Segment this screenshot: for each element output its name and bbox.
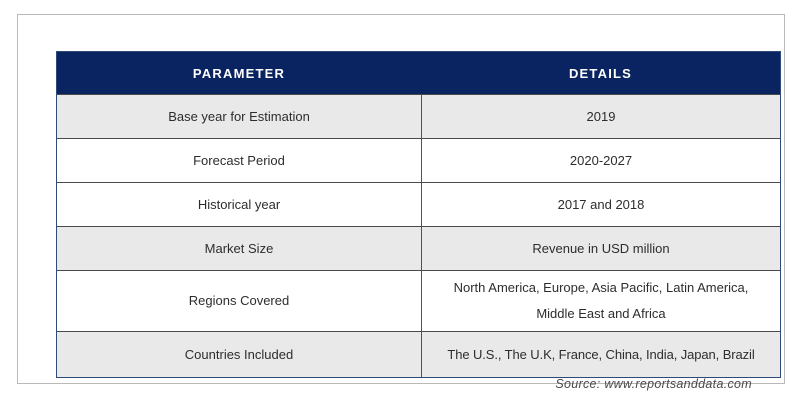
report-scope-table: PARAMETER DETAILS Base year for Estimati… (56, 51, 781, 378)
table-row: Base year for Estimation 2019 (57, 94, 780, 138)
parameter-cell: Market Size (204, 241, 274, 256)
content-frame: PARAMETER DETAILS Base year for Estimati… (17, 14, 785, 391)
table-row: Forecast Period 2020-2027 (57, 138, 780, 182)
details-cell: The U.S., The U.K, France, China, India,… (421, 332, 780, 377)
parameter-cell: Historical year (197, 197, 281, 212)
details-cell: 2017 and 2018 (421, 183, 780, 226)
details-cell: 2020-2027 (421, 139, 780, 182)
table-row: Market Size Revenue in USD million (57, 226, 780, 270)
table-row: Historical year 2017 and 2018 (57, 182, 780, 226)
parameter-column-header: PARAMETER (192, 65, 286, 81)
source-attribution[interactable]: Source: www.reportsanddata.com (555, 377, 752, 391)
table-row: Regions Covered North America, Europe, A… (57, 270, 780, 331)
parameter-cell: Regions Covered (188, 293, 290, 308)
details-cell: Revenue in USD million (421, 227, 780, 270)
parameter-cell: Base year for Estimation (168, 109, 310, 124)
details-column-header: DETAILS (568, 65, 633, 81)
details-cell: North America, Europe, Asia Pacific, Lat… (421, 271, 780, 331)
details-cell: 2019 (421, 95, 780, 138)
table-header-row: PARAMETER DETAILS (57, 52, 780, 94)
table-row: Countries Included The U.S., The U.K, Fr… (57, 331, 780, 377)
parameter-cell: Countries Included (184, 347, 294, 362)
parameter-cell: Forecast Period (193, 153, 285, 168)
